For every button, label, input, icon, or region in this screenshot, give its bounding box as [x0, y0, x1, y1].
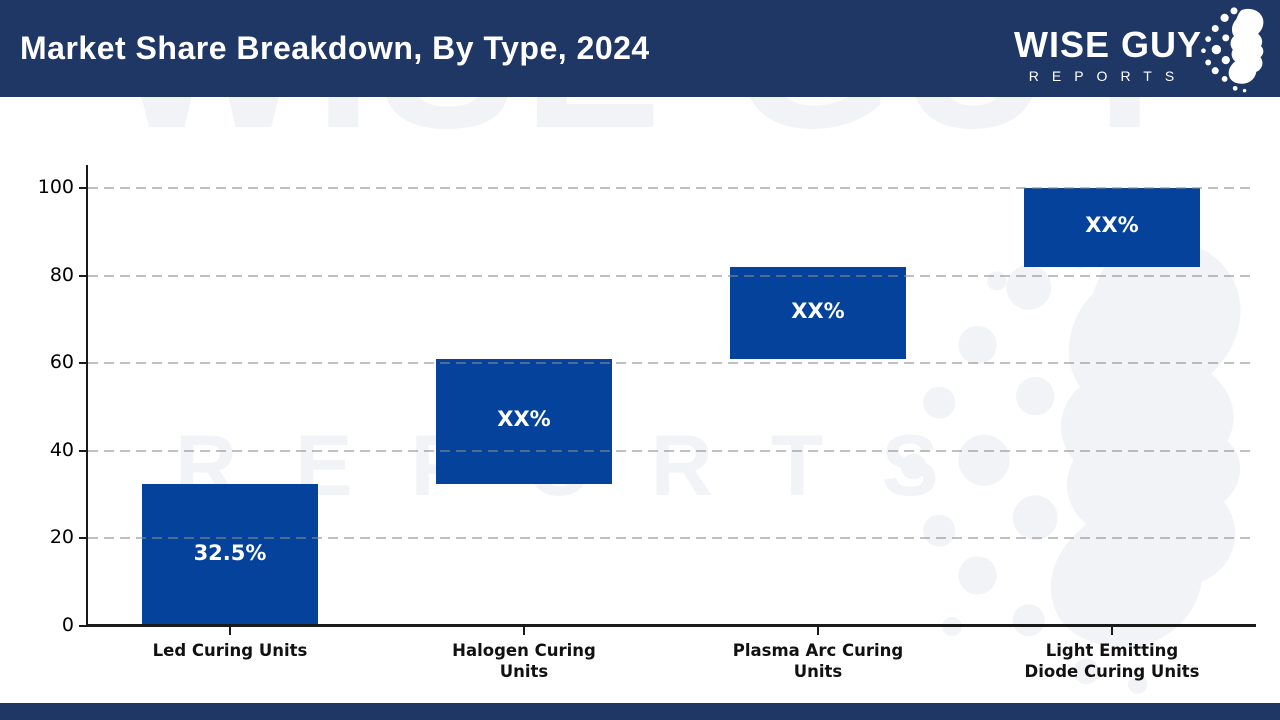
bar-value-label: XX% [497, 407, 551, 432]
y-tick-mark [79, 187, 86, 189]
logo-text: WISE GUY REPORTS [1014, 24, 1202, 84]
gridline [88, 187, 1254, 189]
y-tick-label: 0 [61, 614, 74, 636]
x-tick-mark [1111, 627, 1113, 635]
y-axis-spine [86, 165, 88, 626]
y-tick-mark [79, 537, 86, 540]
wise-guy-reports-logo: WISE GUY REPORTS [1012, 0, 1272, 97]
bar-segment: XX% [1024, 188, 1200, 267]
x-category-label: Led Curing Units [152, 641, 308, 660]
y-tick-label: 100 [37, 176, 74, 198]
header-band: Market Share Breakdown, By Type, 2024 WI… [0, 0, 1280, 97]
bar-value-label: XX% [791, 298, 845, 323]
bar-segment: XX% [730, 266, 906, 359]
y-tick-label: 20 [49, 526, 74, 549]
gridline [88, 362, 1254, 365]
footer-band [0, 703, 1280, 720]
x-tick-mark [229, 627, 231, 635]
x-category-label: Light Emitting Diode Curing Units [1024, 641, 1200, 681]
plot-area: WISE GUY REPORTS 32.5%XX%XX%XX% 02040608… [0, 97, 1280, 703]
x-tick-mark [817, 627, 819, 635]
bar-value-label: XX% [1085, 213, 1139, 238]
x-tick-mark [523, 627, 525, 635]
y-tick-mark [79, 449, 86, 452]
gridline [88, 274, 1254, 277]
y-tick-label: 80 [49, 263, 74, 286]
x-category-label: Halogen Curing Units [452, 641, 596, 681]
bar-segment: 32.5% [142, 483, 318, 626]
bar-value-label: 32.5% [193, 540, 267, 565]
logo-face-icon [1201, 7, 1264, 93]
y-tick-mark [79, 274, 86, 277]
chart-title: Market Share Breakdown, By Type, 2024 [20, 30, 650, 66]
logo-wordmark: WISE GUY [1013, 24, 1202, 65]
y-tick-label: 40 [49, 438, 74, 461]
y-tick-label: 60 [49, 351, 74, 374]
bar-segment: XX% [436, 358, 612, 484]
gridline [88, 449, 1254, 452]
logo-subtitle: REPORTS [1028, 68, 1188, 84]
x-axis-line [86, 624, 1256, 627]
y-tick-mark [79, 625, 86, 627]
gridline [88, 537, 1254, 540]
x-category-label: Plasma Arc Curing Units [732, 641, 904, 681]
y-tick-mark [79, 362, 86, 365]
watermark-wordmark: WISE GUY [112, 97, 1200, 176]
